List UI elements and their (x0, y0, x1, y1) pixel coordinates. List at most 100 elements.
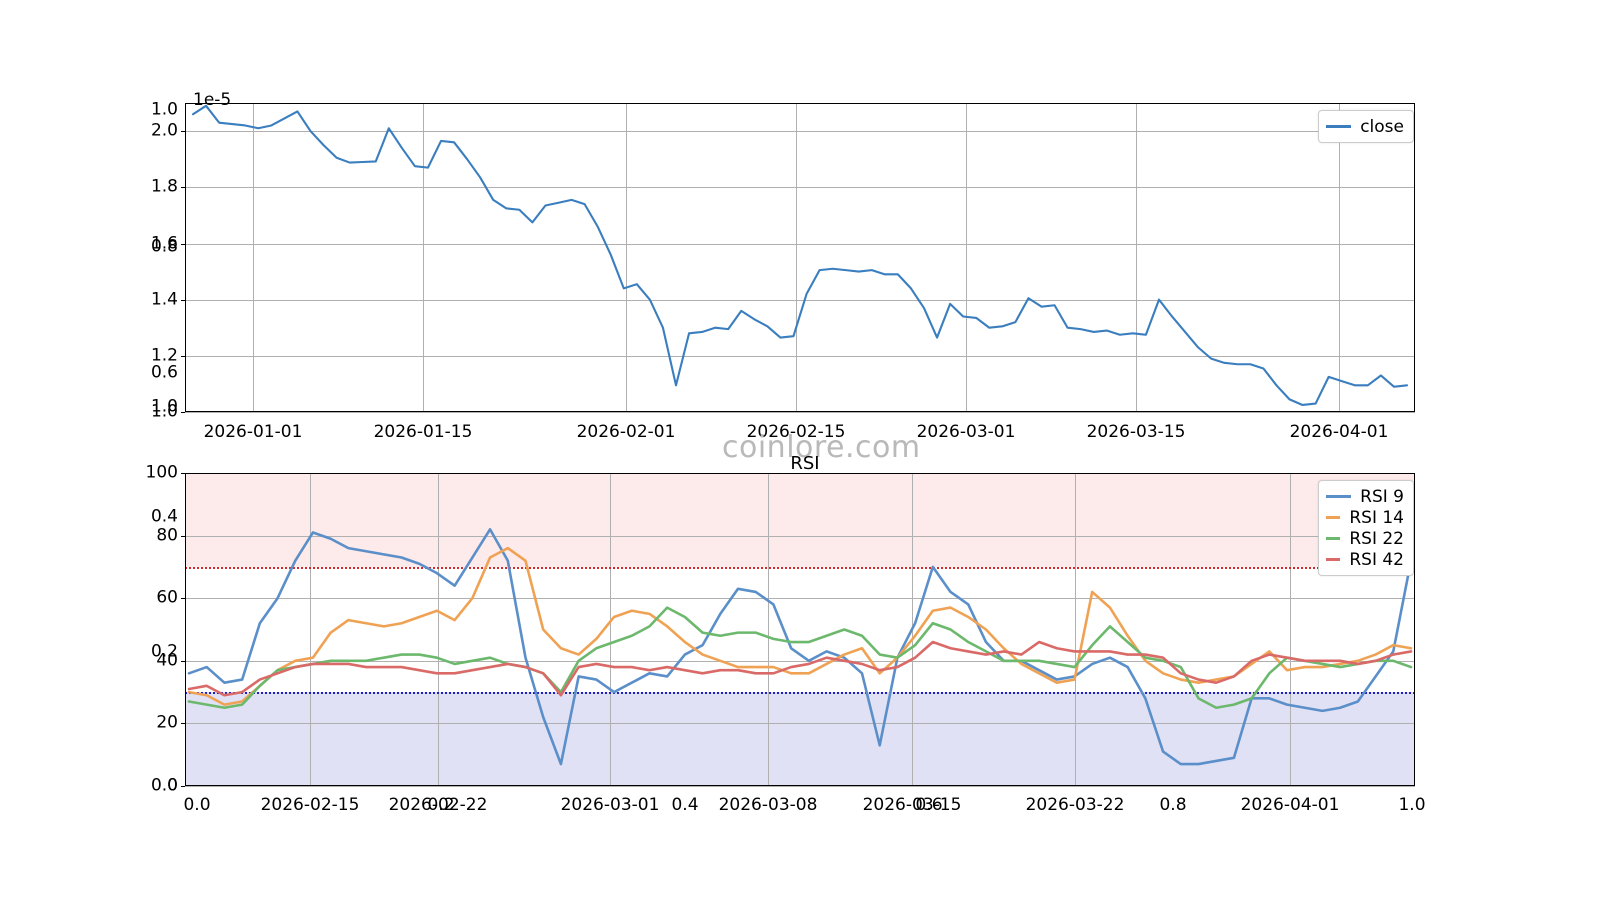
rsi-legend-swatch (1326, 516, 1341, 519)
rsi-y-tick-label-secondary: 0.0 (150, 775, 178, 796)
rsi-x-tick-label: 2026-04-01 (1240, 795, 1340, 815)
price-y-tick-label: 1.2 (150, 345, 178, 366)
rsi-x-tick-label-numeric: 1.0 (1398, 795, 1426, 815)
rsi-gridline-v (1075, 473, 1076, 786)
price-x-tick-label: 2026-01-01 (203, 422, 303, 442)
rsi-legend-label: RSI 9 (1360, 486, 1404, 507)
rsi-legend-entry: RSI 14 (1326, 507, 1404, 528)
rsi-overbought-threshold-line (185, 566, 1415, 569)
rsi-x-tick-label: 2026-03-01 (560, 795, 660, 815)
price-gridline-h (185, 243, 1415, 245)
price-chart-legend: close (1318, 110, 1414, 143)
price-axis-bottom-spine (185, 411, 1415, 412)
rsi-x-tick-label-numeric: 0.2 (427, 795, 455, 815)
rsi-y-tick-mark (181, 660, 185, 662)
coinlore-watermark: coinlore.com (722, 430, 921, 465)
rsi-y-tick-label: 0 (167, 775, 178, 796)
price-y-tick-label-secondary: 1.0 (150, 99, 178, 120)
price-gridline-v (423, 103, 424, 412)
rsi-y-tick-mark (181, 473, 185, 474)
price-y-tick-label-secondary: 0.6 (150, 362, 178, 383)
rsi-gridline-v (610, 473, 611, 786)
price-axis-left-spine (185, 103, 186, 412)
rsi-y-tick-label-secondary: 0.4 (150, 506, 178, 527)
price-y-tick-mark (181, 243, 185, 245)
price-y-tick-mark (181, 299, 185, 301)
price-gridline-h (185, 412, 1415, 413)
rsi-y-tick-label: 20 (156, 712, 178, 733)
price-legend-label: close (1360, 116, 1404, 137)
rsi-gridline-v (768, 473, 769, 786)
rsi-y-tick-mark (181, 786, 185, 787)
price-gridline-v (1339, 103, 1340, 412)
rsi-legend-label: RSI 42 (1349, 549, 1404, 570)
rsi-legend-label: RSI 14 (1349, 507, 1404, 528)
rsi-gridline-h (185, 660, 1415, 662)
rsi-axis-right-spine (1414, 473, 1415, 786)
price-x-tick-label: 2026-01-15 (373, 422, 473, 442)
rsi-gridline-h (185, 598, 1415, 600)
rsi-y-tick-mark (181, 535, 185, 537)
price-y-tick-label: 2.0 (150, 120, 178, 141)
rsi-y-tick-label: 100 (145, 462, 178, 483)
rsi-legend-label: RSI 22 (1349, 528, 1404, 549)
price-legend-entry: close (1326, 116, 1404, 137)
rsi-oversold-band (185, 692, 1415, 785)
price-y-tick-label-secondary: 0.8 (150, 236, 178, 257)
price-y-tick-label: 1.4 (150, 289, 178, 310)
price-series-svg (191, 104, 1409, 407)
price-gridline-v (1136, 103, 1137, 412)
rsi-axis-top-spine (185, 473, 1415, 474)
rsi-x-tick-label: 2026-03-08 (718, 795, 818, 815)
rsi-y-tick-mark (181, 723, 185, 725)
rsi-y-tick-label: 80 (156, 525, 178, 546)
rsi-x-tick-label-numeric: 0.0 (183, 795, 211, 815)
rsi-x-tick-label-numeric: 0.8 (1159, 795, 1187, 815)
price-y-tick-mark (181, 412, 185, 413)
price-gridline-h (185, 131, 1415, 133)
price-axis-top-spine (185, 103, 1415, 104)
rsi-x-tick-label: 2026-03-15 (862, 795, 962, 815)
price-y-tick-mark (181, 131, 185, 133)
price-gridline-v (253, 103, 254, 412)
rsi-axis-left-spine (185, 473, 186, 786)
price-y-offset-text: 1e-5 (193, 90, 232, 110)
rsi-y-tick-label: 60 (156, 587, 178, 608)
rsi-legend-swatch (1326, 495, 1352, 498)
price-gridline-h (185, 355, 1415, 357)
rsi-x-tick-label: 2026-02-22 (388, 795, 488, 815)
price-gridline-v (796, 103, 797, 412)
price-plot-background (185, 103, 1415, 412)
rsi-overbought-band (185, 474, 1415, 567)
price-gridline-h (185, 299, 1415, 301)
price-y-tick-label-secondary: 1.0 (150, 396, 178, 417)
price-gridline-h (185, 187, 1415, 189)
rsi-legend-entry: RSI 9 (1326, 486, 1404, 507)
price-y-tick-mark (181, 187, 185, 189)
price-y-tick-label: 1.0 (150, 401, 178, 422)
rsi-legend-entry: RSI 22 (1326, 528, 1404, 549)
price-gridline-v (626, 103, 627, 412)
price-x-tick-label: 2026-02-01 (576, 422, 676, 442)
rsi-x-tick-label: 2026-03-22 (1025, 795, 1125, 815)
rsi-legend-swatch (1326, 558, 1341, 561)
rsi-axis-bottom-spine (185, 785, 1415, 786)
rsi-y-tick-label-secondary: 0.2 (150, 641, 178, 662)
price-x-tick-label: 2026-03-01 (916, 422, 1016, 442)
rsi-gridline-v (310, 473, 311, 786)
rsi-y-tick-mark (181, 598, 185, 600)
price-y-tick-label: 1.6 (150, 233, 178, 253)
price-gridline-v (966, 103, 967, 412)
price-y-tick-label: 1.8 (150, 176, 178, 197)
rsi-legend-entry: RSI 42 (1326, 549, 1404, 570)
rsi-chart-legend: RSI 9 RSI 14 RSI 22 RSI 42 (1318, 480, 1414, 576)
rsi-oversold-threshold-line (185, 692, 1415, 695)
rsi-y-tick-label: 40 (156, 650, 178, 671)
rsi-legend-swatch (1326, 537, 1341, 540)
rsi-gridline-v (438, 473, 439, 786)
price-x-tick-label: 2026-03-15 (1086, 422, 1186, 442)
price-x-tick-label: 2026-02-15 (746, 422, 846, 442)
rsi-x-tick-label-numeric: 0.6 (915, 795, 943, 815)
price-axis-right-spine (1414, 103, 1415, 412)
